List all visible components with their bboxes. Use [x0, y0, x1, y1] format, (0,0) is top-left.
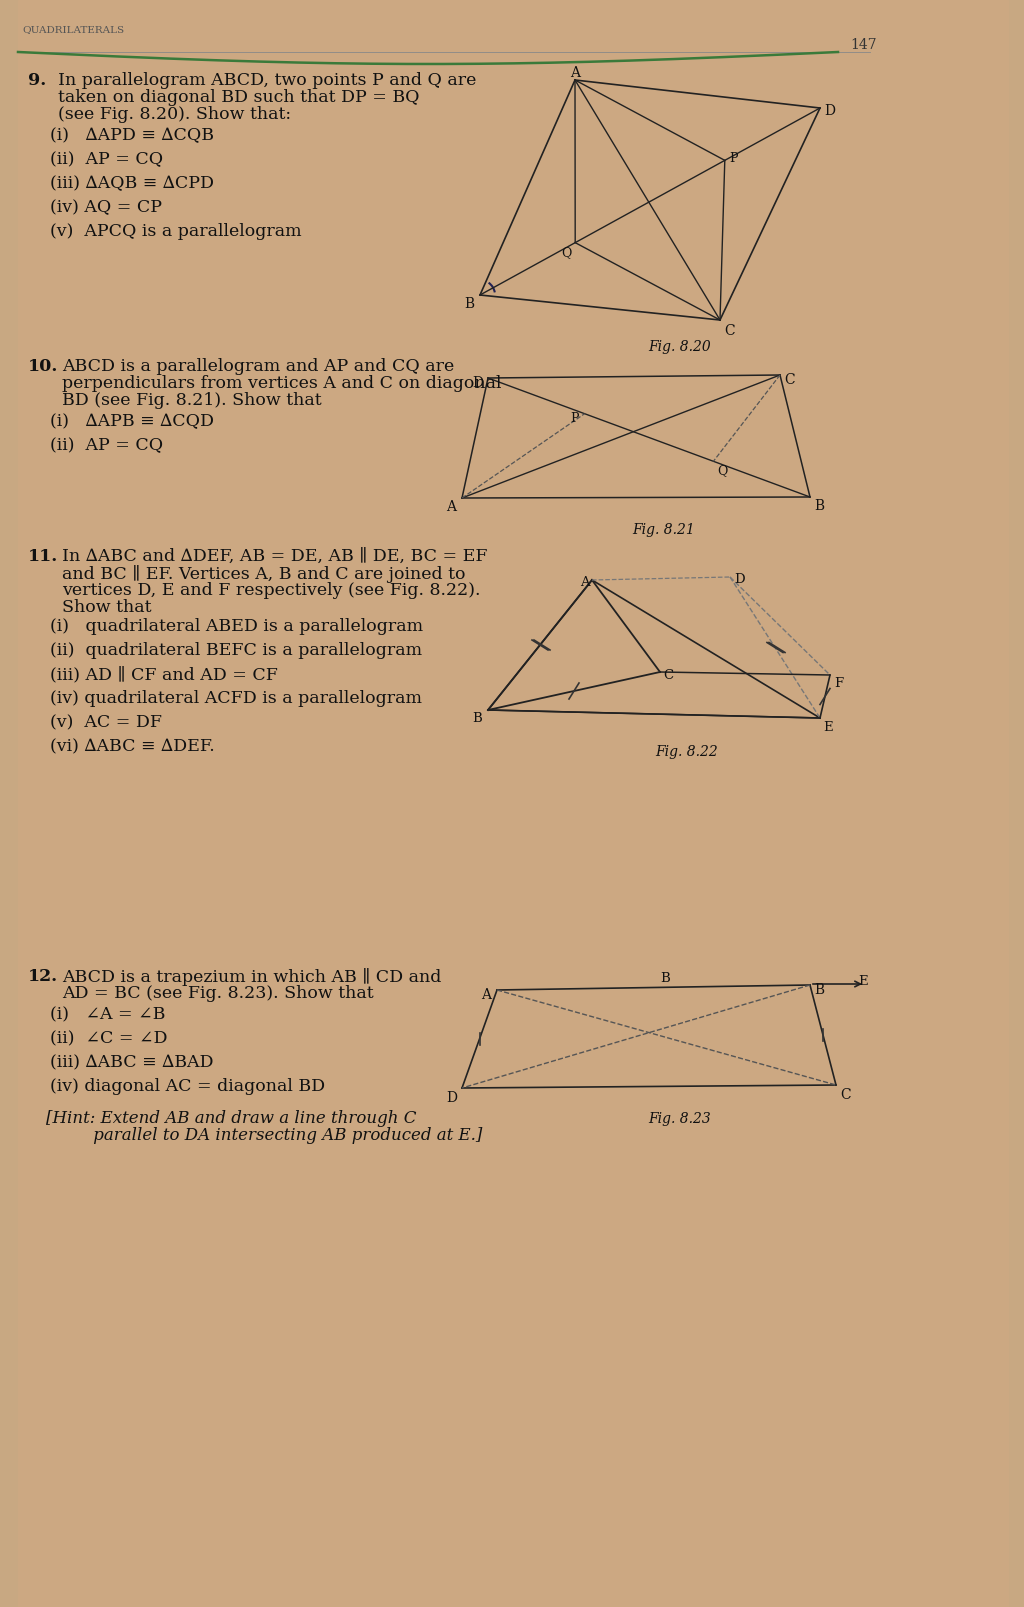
Text: (vi) ∆ABC ≡ ∆DEF.: (vi) ∆ABC ≡ ∆DEF.	[50, 738, 215, 755]
Text: (iii) AD ∥ CF and AD = CF: (iii) AD ∥ CF and AD = CF	[50, 665, 278, 683]
Text: (i)   quadrilateral ABED is a parallelogram: (i) quadrilateral ABED is a parallelogra…	[50, 619, 423, 635]
Text: P: P	[729, 153, 737, 166]
Text: 147: 147	[850, 39, 877, 51]
Text: B: B	[660, 972, 670, 985]
Text: (ii)  AP = CQ: (ii) AP = CQ	[50, 437, 163, 455]
Text: Fig. 8.21: Fig. 8.21	[632, 522, 694, 537]
Text: E: E	[858, 975, 867, 988]
Text: Q: Q	[561, 246, 571, 259]
Text: B: B	[814, 983, 824, 996]
Text: taken on diagonal BD such that DP = BQ: taken on diagonal BD such that DP = BQ	[58, 88, 420, 106]
Text: D: D	[446, 1091, 457, 1106]
Text: D: D	[824, 104, 835, 117]
Text: ABCD is a trapezium in which AB ∥ CD and: ABCD is a trapezium in which AB ∥ CD and	[62, 967, 441, 987]
Text: (i)   ∆APB ≡ ∆CQD: (i) ∆APB ≡ ∆CQD	[50, 413, 214, 431]
Text: P: P	[570, 411, 580, 424]
Text: A: A	[580, 575, 590, 590]
Text: (see Fig. 8.20). Show that:: (see Fig. 8.20). Show that:	[58, 106, 291, 124]
Text: and BC ∥ EF. Vertices A, B and C are joined to: and BC ∥ EF. Vertices A, B and C are joi…	[62, 566, 466, 583]
Text: Fig. 8.20: Fig. 8.20	[648, 341, 711, 354]
Text: (iii) ∆ABC ≡ ∆BAD: (iii) ∆ABC ≡ ∆BAD	[50, 1054, 213, 1070]
Text: In ∆ABC and ∆DEF, AB = DE, AB ∥ DE, BC = EF: In ∆ABC and ∆DEF, AB = DE, AB ∥ DE, BC =…	[62, 548, 487, 566]
Text: perpendiculars from vertices A and C on diagonal: perpendiculars from vertices A and C on …	[62, 374, 502, 392]
Text: Show that: Show that	[62, 599, 152, 615]
Text: [Hint: Extend AB and draw a line through C: [Hint: Extend AB and draw a line through…	[46, 1110, 417, 1127]
Text: (v)  APCQ is a parallelogram: (v) APCQ is a parallelogram	[50, 223, 302, 239]
Text: 12.: 12.	[28, 967, 58, 985]
Text: ABCD is a parallelogram and AP and CQ are: ABCD is a parallelogram and AP and CQ ar…	[62, 358, 455, 374]
Text: parallel to DA intersecting AB produced at E.]: parallel to DA intersecting AB produced …	[46, 1127, 482, 1144]
Text: BD (see Fig. 8.21). Show that: BD (see Fig. 8.21). Show that	[62, 392, 322, 410]
Text: (ii)  AP = CQ: (ii) AP = CQ	[50, 151, 163, 169]
Text: (ii)  quadrilateral BEFC is a parallelogram: (ii) quadrilateral BEFC is a parallelogr…	[50, 643, 422, 659]
Text: 11.: 11.	[28, 548, 58, 566]
Text: Q: Q	[718, 464, 728, 477]
Text: (i)   ∠A = ∠B: (i) ∠A = ∠B	[50, 1006, 165, 1024]
Text: C: C	[663, 669, 673, 681]
Text: C: C	[784, 373, 795, 387]
Text: B: B	[464, 297, 474, 312]
Text: In parallelogram ABCD, two points P and Q are: In parallelogram ABCD, two points P and …	[58, 72, 476, 88]
Text: E: E	[823, 722, 833, 734]
Text: B: B	[814, 500, 824, 513]
Text: F: F	[834, 677, 843, 689]
Text: AD = BC (see Fig. 8.23). Show that: AD = BC (see Fig. 8.23). Show that	[62, 985, 374, 1003]
Text: QUADRILATERALS: QUADRILATERALS	[22, 26, 124, 34]
Text: Fig. 8.22: Fig. 8.22	[655, 746, 718, 759]
Text: 10.: 10.	[28, 358, 58, 374]
Text: D: D	[472, 376, 483, 391]
Text: (iv) diagonal AC = diagonal BD: (iv) diagonal AC = diagonal BD	[50, 1078, 326, 1094]
Text: vertices D, E and F respectively (see Fig. 8.22).: vertices D, E and F respectively (see Fi…	[62, 582, 480, 599]
Text: C: C	[840, 1088, 851, 1102]
Text: A: A	[481, 988, 490, 1003]
Text: (iii) ∆AQB ≡ ∆CPD: (iii) ∆AQB ≡ ∆CPD	[50, 175, 214, 191]
Text: A: A	[570, 66, 580, 80]
Text: A: A	[446, 500, 456, 514]
Text: (v)  AC = DF: (v) AC = DF	[50, 714, 162, 731]
Text: 9.: 9.	[28, 72, 46, 88]
Text: (iv) AQ = CP: (iv) AQ = CP	[50, 199, 162, 215]
Text: (i)   ∆APD ≡ ∆CQB: (i) ∆APD ≡ ∆CQB	[50, 127, 214, 145]
Text: (iv) quadrilateral ACFD is a parallelogram: (iv) quadrilateral ACFD is a parallelogr…	[50, 689, 422, 707]
Text: D: D	[734, 574, 744, 587]
Text: B: B	[472, 712, 481, 725]
Text: C: C	[724, 325, 734, 337]
Text: Fig. 8.23: Fig. 8.23	[648, 1112, 711, 1127]
Text: (ii)  ∠C = ∠D: (ii) ∠C = ∠D	[50, 1030, 168, 1048]
